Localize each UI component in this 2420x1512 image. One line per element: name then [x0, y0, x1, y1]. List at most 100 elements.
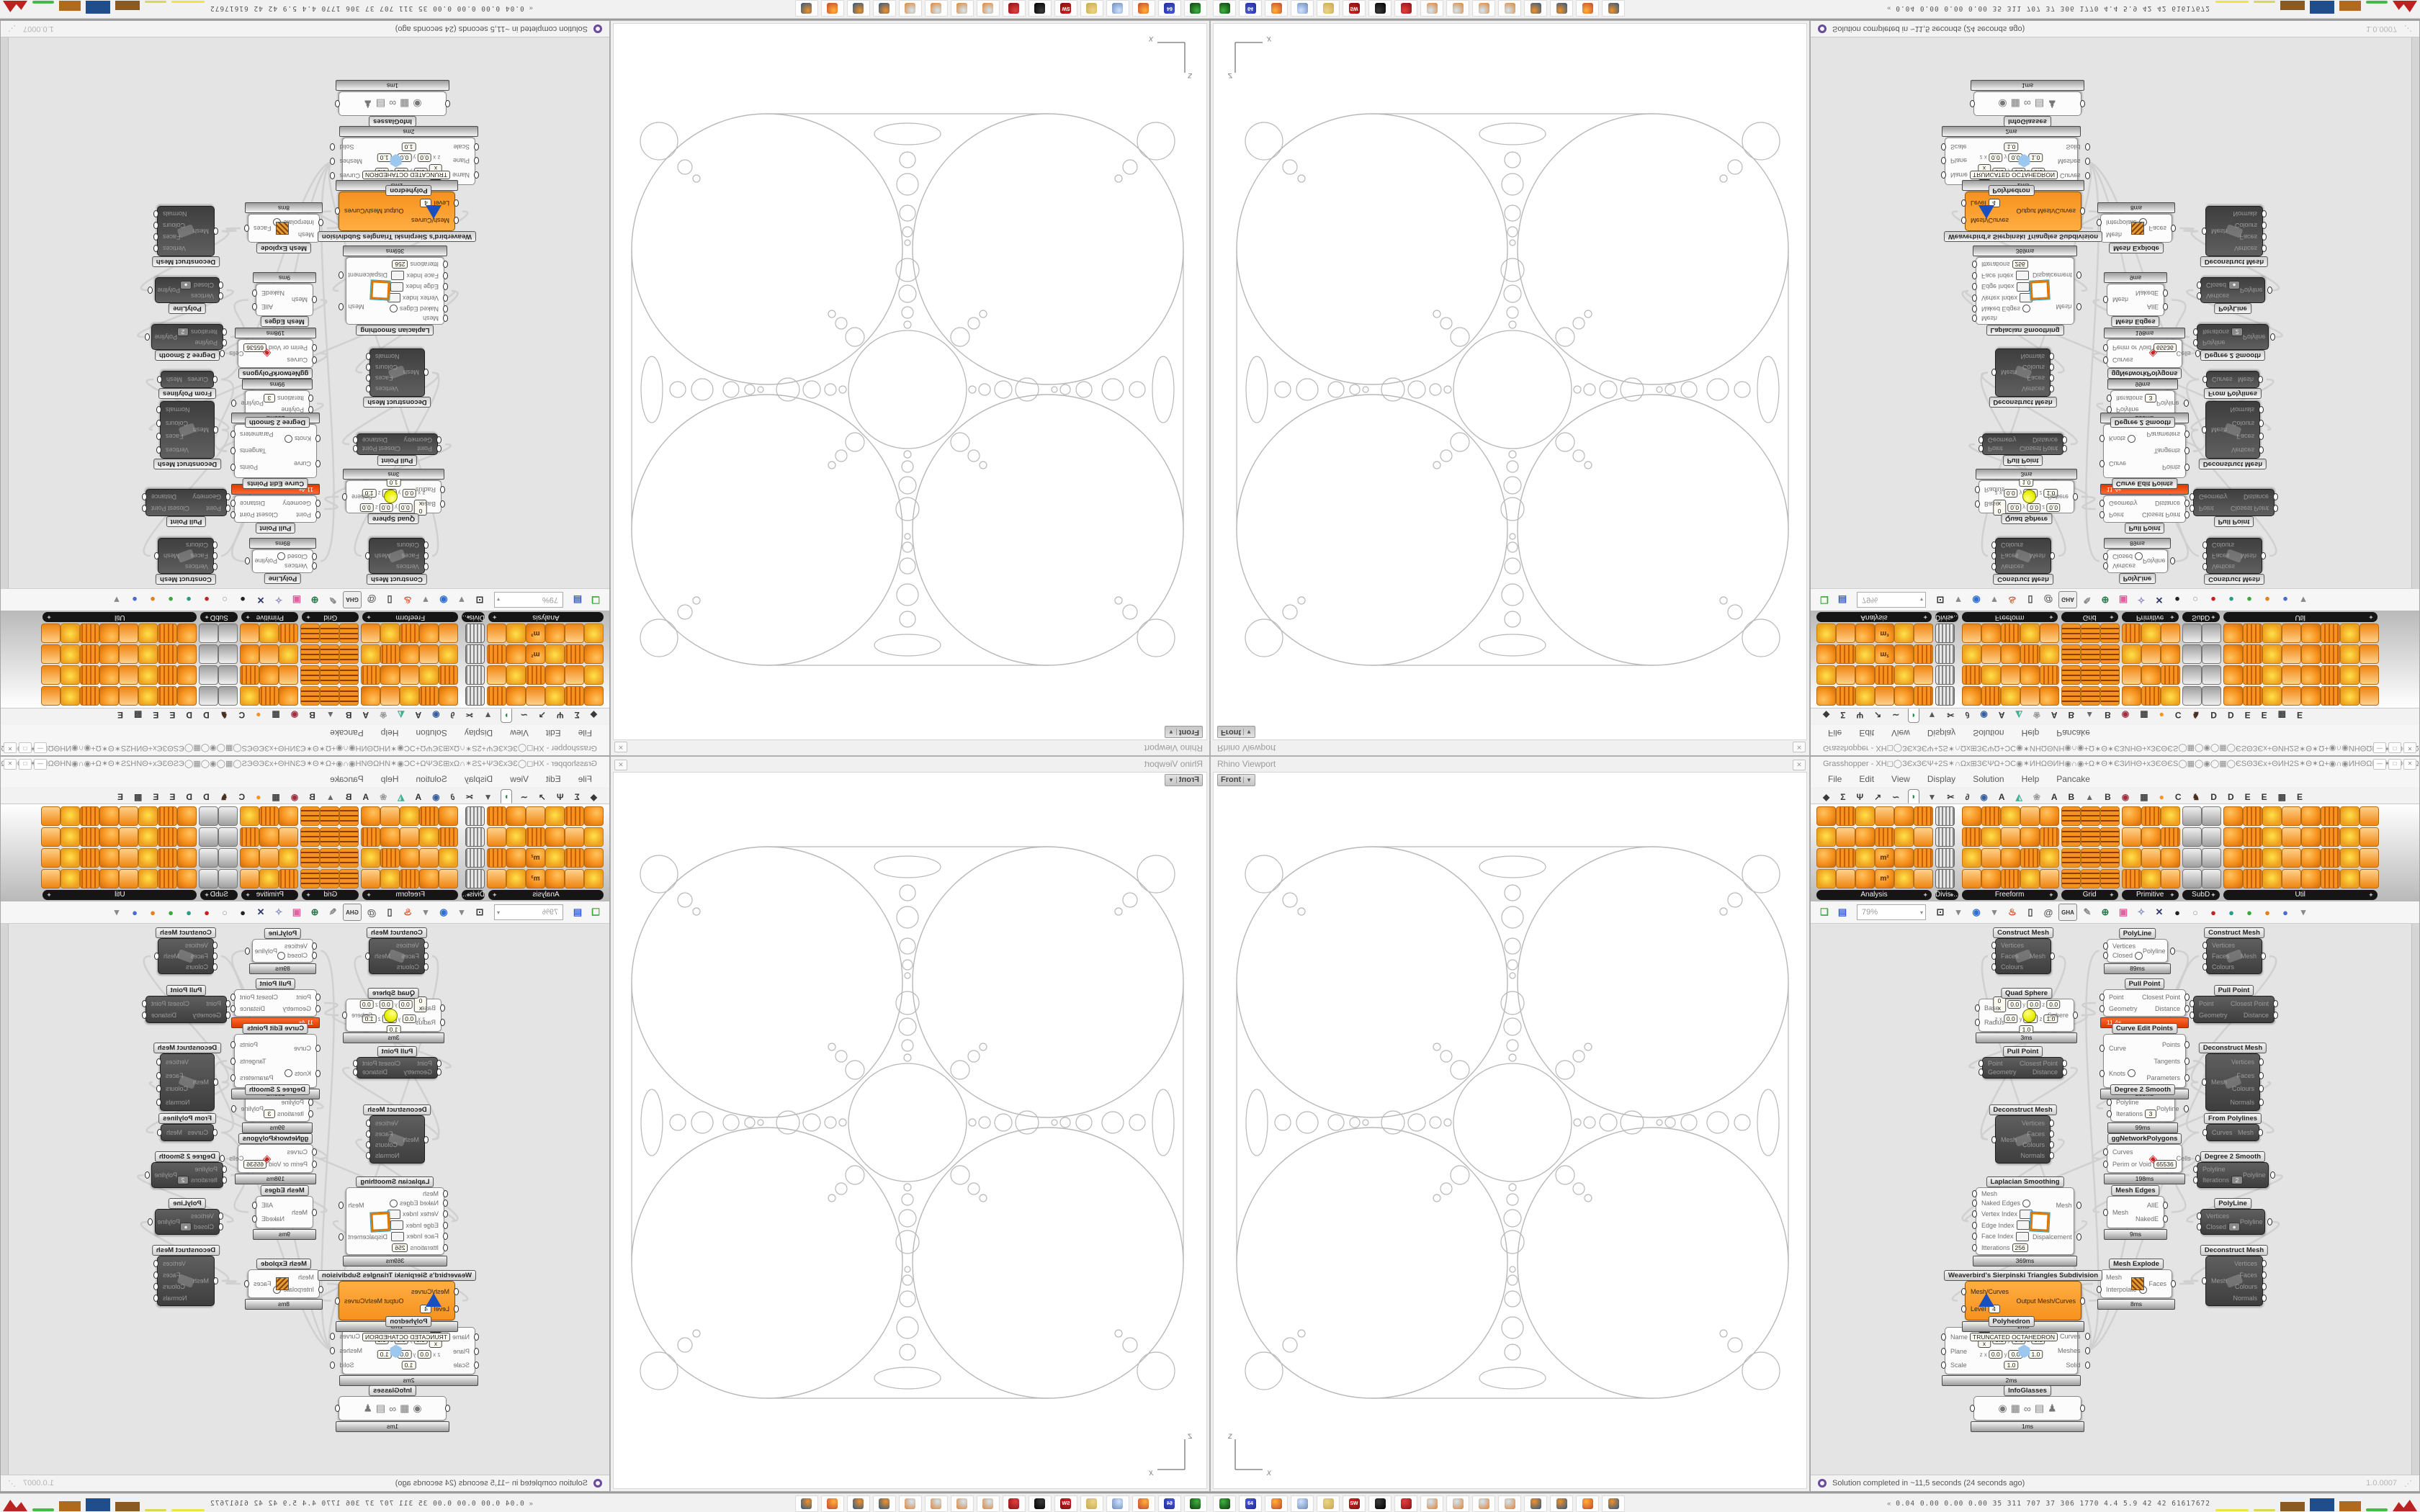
menu-item-view[interactable]: View: [1891, 728, 1910, 738]
component-icon[interactable]: [2242, 686, 2262, 706]
output-port[interactable]: Faces: [156, 1071, 184, 1079]
component-icon[interactable]: [2141, 686, 2161, 706]
component-icon[interactable]: [506, 806, 526, 826]
value-chip[interactable]: 0 x: [1992, 996, 2007, 1012]
component-icon[interactable]: [1855, 665, 1875, 685]
output-port[interactable]: Polyline: [2243, 1171, 2275, 1179]
grasshopper-title-bar[interactable]: Grasshopper - ХН◻◯ЗЄхЗЄΨ+2S✶∩Ωх⊞ЗЄΨΩ+ϽС◉…: [1823, 759, 2419, 770]
output-port[interactable]: Normals: [153, 1295, 187, 1302]
tab-icon-11[interactable]: ◭: [398, 710, 405, 720]
component-icon[interactable]: [545, 848, 565, 868]
node-body[interactable]: Mesh Vertices Faces Colours Normals: [153, 206, 218, 256]
output-port[interactable]: Mesh: [2238, 376, 2263, 383]
resize-grip[interactable]: ⋰: [2404, 24, 2412, 33]
component-icon[interactable]: [2182, 665, 2202, 685]
tab-icon-21[interactable]: ♞: [2192, 792, 2200, 802]
input-port[interactable]: Geometry: [282, 500, 321, 507]
menu-item-file[interactable]: File: [578, 774, 592, 784]
input-port[interactable]: Radius: [416, 1019, 445, 1026]
close-icon[interactable]: ✕: [614, 760, 627, 770]
component-icon[interactable]: [41, 806, 61, 826]
toolbar-icon-5[interactable]: ◉: [439, 906, 448, 917]
tab-icon-4[interactable]: ∽: [1892, 710, 1900, 720]
input-port[interactable]: Curves: [2103, 1148, 2133, 1156]
component-icon[interactable]: [177, 848, 197, 868]
output-port[interactable]: Polyline: [2240, 1218, 2272, 1225]
output-port[interactable]: Faces: [156, 433, 184, 441]
component-icon[interactable]: [439, 644, 459, 664]
canvas-zoom-input[interactable]: 79% ▾: [494, 592, 563, 608]
output-port[interactable]: Colours: [2022, 1141, 2054, 1149]
menu-item-solution[interactable]: Solution: [1973, 728, 2004, 738]
toolbar-icon-15[interactable]: ✕: [2155, 906, 2164, 917]
palette-group-label[interactable]: Primitive ✦: [241, 612, 299, 622]
node-body[interactable]: Mesh Vertices Faces Colours Normals: [366, 348, 429, 397]
output-port[interactable]: Points: [230, 1040, 258, 1048]
component-icon[interactable]: [1855, 806, 1875, 826]
tab-icon-24[interactable]: E: [169, 710, 176, 720]
component-icon[interactable]: [2039, 806, 2059, 826]
input-port[interactable]: Mesh: [292, 1208, 317, 1216]
taskbar-button-folder[interactable]: [1080, 1495, 1103, 1512]
grasshopper-canvas[interactable]: Construct Mesh Vertices Faces Colours Mesh Qu…: [1811, 924, 2419, 1475]
menu-item-edit[interactable]: Edit: [1859, 774, 1875, 784]
component-icon[interactable]: [2160, 827, 2180, 847]
node-body[interactable]: Mesh/Curves Level 4 Output Mesh/Curves: [335, 1281, 459, 1320]
toolbar-icon-21[interactable]: ●: [150, 906, 156, 918]
component-icon[interactable]: [138, 644, 158, 664]
input-port[interactable]: Mesh: [2202, 1079, 2227, 1086]
tab-icon-3[interactable]: ↗: [1874, 710, 1882, 720]
output-port[interactable]: Normals: [2233, 1295, 2267, 1302]
component-icon[interactable]: [439, 686, 459, 706]
component-icon[interactable]: m²: [1875, 644, 1894, 664]
component-icon[interactable]: [1981, 848, 2001, 868]
component-icon[interactable]: [400, 869, 420, 888]
tab-icon-15[interactable]: ▲: [326, 710, 335, 720]
taskbar-button-calculator[interactable]: [1106, 1495, 1129, 1512]
component-icon[interactable]: [400, 624, 420, 643]
component-icon[interactable]: [1836, 869, 1855, 888]
gh-node-mesh-explode[interactable]: Mesh Explode Mesh Interpolate Faces 8ms: [2097, 202, 2176, 253]
component-icon[interactable]: [2300, 827, 2321, 847]
tray-expand-icon[interactable]: «: [529, 1500, 533, 1507]
input-port[interactable]: Curve: [294, 1045, 321, 1052]
input-port[interactable]: Geometry: [2099, 1005, 2138, 1012]
output-port[interactable]: Closest Point: [230, 511, 278, 518]
palette-group-label[interactable]: Grid ✦: [2061, 890, 2118, 900]
tab-icon-23[interactable]: D: [2227, 710, 2234, 720]
component-icon[interactable]: [119, 686, 139, 706]
input-port[interactable]: Edge Index: [390, 282, 448, 292]
tab-icon-14[interactable]: B: [2068, 710, 2075, 720]
toolbar-icon-1[interactable]: ▤: [573, 595, 583, 606]
component-icon[interactable]: [439, 624, 459, 643]
toolbar-icon-0[interactable]: ❏: [591, 906, 600, 917]
close-icon[interactable]: ✕: [1793, 742, 1806, 752]
input-port[interactable]: Vertices: [2202, 562, 2235, 570]
taskbar-button-blender[interactable]: [1524, 1495, 1547, 1512]
component-icon[interactable]: [2242, 869, 2262, 888]
input-port[interactable]: Vertex Index: [1972, 293, 2033, 303]
gh-node-mesh-explode[interactable]: Mesh Explode Mesh Interpolate Faces 8ms: [244, 202, 323, 253]
input-port[interactable]: Face Index: [391, 1231, 448, 1241]
output-port[interactable]: Faces: [2027, 1130, 2054, 1138]
node-body[interactable]: Curves Mesh: [157, 1124, 218, 1141]
output-port[interactable]: Dispalcement: [2033, 1233, 2081, 1241]
gh-node-construct-mesh[interactable]: Construct Mesh Vertices Faces Colours Mesh: [1991, 927, 2055, 974]
tab-icon-16[interactable]: B: [309, 710, 315, 720]
taskbar-button-firefox[interactable]: [1576, 0, 1599, 17]
taskbar-button-paint[interactable]: [1420, 1495, 1443, 1512]
component-icon[interactable]: [60, 869, 81, 888]
input-port[interactable]: Faces: [2202, 952, 2230, 960]
component-icon[interactable]: [279, 848, 299, 868]
output-port[interactable]: Mesh: [157, 376, 182, 383]
gh-node-polyline[interactable]: PolyLine Vertices Closed Polyline 89ms: [2103, 928, 2175, 974]
input-port[interactable]: Plane: [1941, 157, 1967, 165]
component-icon[interactable]: [41, 848, 61, 868]
value-box[interactable]: [2015, 271, 2029, 281]
toolbar-icon-15[interactable]: ✕: [2155, 595, 2164, 606]
input-port[interactable]: Mesh: [403, 1135, 429, 1143]
output-port[interactable]: Distance: [2244, 1012, 2278, 1019]
input-port[interactable]: Knots: [2099, 1069, 2136, 1077]
component-icon[interactable]: [2020, 686, 2040, 706]
component-icon[interactable]: [2000, 624, 2020, 643]
